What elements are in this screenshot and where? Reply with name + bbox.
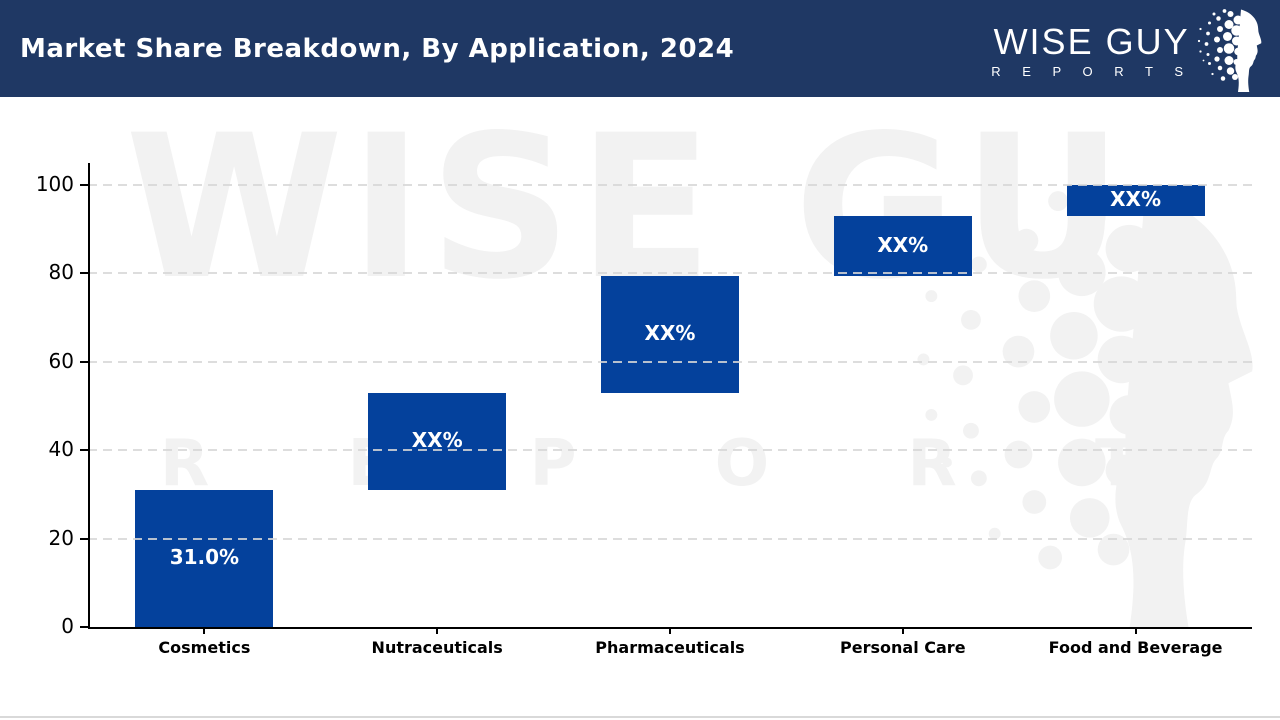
x-tick-mark	[203, 627, 206, 634]
x-category-label: Nutraceuticals	[371, 638, 503, 657]
y-tick-label: 100	[35, 172, 74, 196]
y-tick-mark	[80, 626, 88, 628]
y-tick-label: 0	[61, 614, 74, 638]
bar-value-label: XX%	[411, 428, 463, 453]
x-axis-line	[88, 627, 1252, 629]
y-axis-line	[88, 162, 90, 629]
page-title: Market Share Breakdown, By Application, …	[20, 33, 735, 64]
bar-value-label: 31.0%	[169, 545, 240, 570]
x-category-label: Pharmaceuticals	[595, 638, 745, 657]
header-bar: Market Share Breakdown, By Application, …	[0, 0, 1280, 97]
bottom-border-line	[0, 716, 1280, 718]
chart-area: WISE GUY R E P O R T S 02040608010031.0%…	[0, 92, 1280, 717]
bar-value-label: XX%	[877, 232, 929, 257]
x-category-label: Food and Beverage	[1048, 638, 1223, 657]
gridline	[88, 449, 1252, 452]
y-tick-label: 80	[48, 260, 74, 285]
bar-segment	[368, 392, 507, 490]
logo-wordmark: WISE GUY	[993, 21, 1190, 62]
x-tick-mark	[669, 627, 671, 634]
y-tick-mark	[80, 537, 88, 540]
bar-value-label: XX%	[1110, 187, 1162, 212]
bar-segment	[135, 489, 274, 627]
x-tick-mark	[436, 627, 439, 634]
gridline	[88, 537, 1252, 540]
gridline	[88, 272, 1252, 275]
y-tick-mark	[80, 449, 88, 452]
bar-value-label: XX%	[644, 321, 696, 346]
logo-subtitle: R E P O R T S	[991, 64, 1192, 79]
y-tick-label: 20	[48, 525, 74, 550]
x-category-label: Cosmetics	[158, 638, 251, 657]
wise-guy-reports-logo: WISE GUY R E P O R T S	[991, 8, 1266, 92]
bar-segment	[601, 275, 739, 393]
bar-segment	[1066, 185, 1205, 216]
y-tick-label: 40	[48, 437, 74, 462]
x-category-label: Personal Care	[840, 638, 966, 657]
y-tick-mark	[80, 272, 88, 275]
gridline	[88, 360, 1252, 363]
y-tick-label: 60	[48, 348, 74, 373]
y-tick-mark	[80, 360, 88, 363]
gridline	[88, 184, 1252, 186]
bar-segment	[833, 215, 972, 276]
x-tick-mark	[901, 627, 904, 634]
y-tick-mark	[80, 184, 88, 186]
x-tick-mark	[1134, 627, 1137, 634]
dotted-head-icon	[1186, 8, 1266, 92]
